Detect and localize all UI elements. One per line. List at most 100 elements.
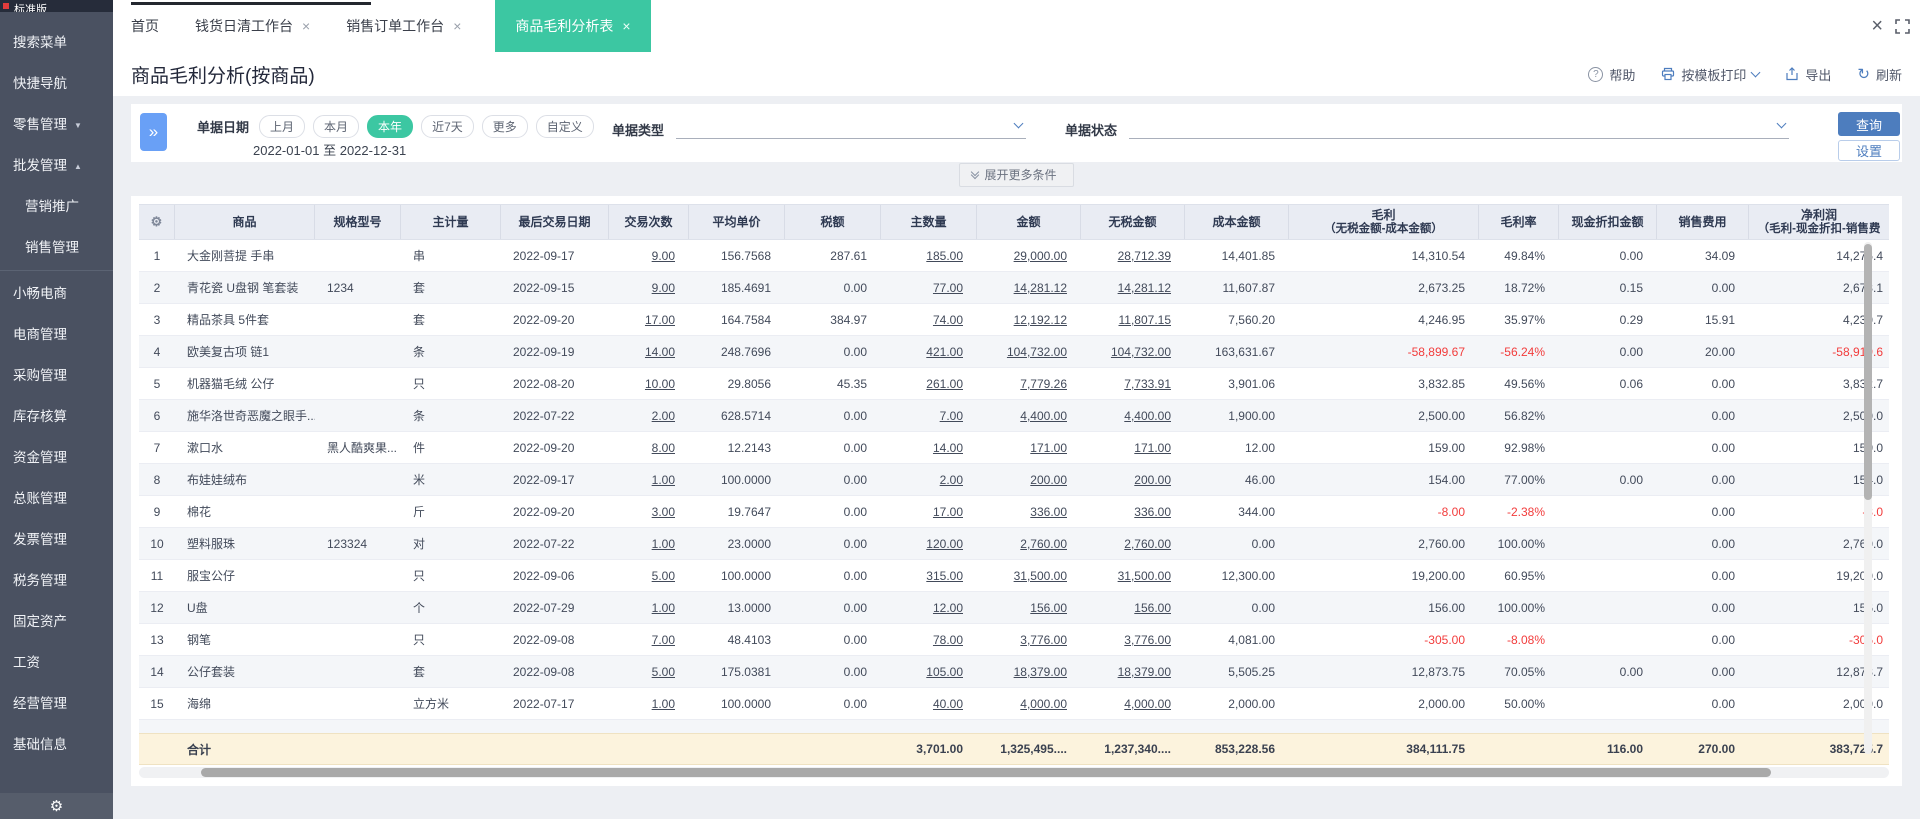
cell-link[interactable]: 421.00 <box>926 344 963 359</box>
cell-link[interactable]: 200.00 <box>1030 472 1067 487</box>
table-row[interactable]: 8 布娃娃绒布 米 2022-09-17 1.00 100.0000 0.00 2.00 200… <box>139 464 1889 496</box>
cell-link[interactable]: 4,400.00 <box>1020 408 1067 423</box>
sidebar-item[interactable]: 电商管理 <box>0 314 113 355</box>
cell-link[interactable]: 5.00 <box>651 664 675 679</box>
cell-link[interactable]: 315.00 <box>926 568 963 583</box>
cell-link[interactable]: 3,776.00 <box>1020 632 1067 647</box>
column-header[interactable]: 最后交易日期 <box>501 205 609 239</box>
sidebar-item[interactable]: 批发管理 ▲ <box>0 145 113 186</box>
cell-link[interactable]: 171.00 <box>1134 440 1171 455</box>
table-row[interactable]: 4 欧美复古项 链1 条 2022-09-19 14.00 248.7696 0.00 421… <box>139 336 1889 368</box>
cell-link[interactable]: 17.00 <box>644 312 675 327</box>
cell-link[interactable]: 12,192.12 <box>1013 312 1067 327</box>
column-header[interactable]: 主数量 <box>881 205 977 239</box>
cell-link[interactable]: 10.00 <box>644 376 675 391</box>
table-row[interactable]: 14 公仔套装 套 2022-09-08 5.00 175.0381 0.00 105.00 1… <box>139 656 1889 688</box>
doc-status-select[interactable] <box>1129 117 1790 139</box>
cell[interactable]: 1,325,495.... <box>1000 742 1067 756</box>
column-header[interactable]: 规格型号 <box>315 205 401 239</box>
cell-link[interactable]: 1.00 <box>651 600 675 615</box>
table-row[interactable]: 2 青花瓷 U盘钢 笔套装 1234 套 2022-09-15 9.00 185.4691 0… <box>139 272 1889 304</box>
cell-link[interactable]: 185.00 <box>926 248 963 263</box>
close-icon[interactable]: × <box>1871 15 1883 37</box>
column-header[interactable]: 无税金额 <box>1081 205 1185 239</box>
cell-link[interactable]: 12.00 <box>932 600 963 615</box>
date-preset-chip[interactable]: 本月 <box>313 115 360 138</box>
table-row[interactable]: 5 机器猫毛绒 公仔 只 2022-08-20 10.00 29.8056 45.35 261… <box>139 368 1889 400</box>
table-row[interactable]: 15 海绵 立方米 2022-07-17 1.00 100.0000 0.00 40.00 4,… <box>139 688 1889 720</box>
cell-link[interactable]: 4,000.00 <box>1124 696 1171 711</box>
tab[interactable]: 商品毛利分析表 × <box>495 0 651 52</box>
date-preset-chip[interactable]: 本年 <box>367 115 414 138</box>
sidebar-item[interactable]: 经营管理 <box>0 683 113 724</box>
cell-link[interactable]: 28,712.39 <box>1117 248 1171 263</box>
cell-link[interactable]: 3,776.00 <box>1124 632 1171 647</box>
fullscreen-icon[interactable] <box>1895 18 1910 34</box>
cell-link[interactable]: 7.00 <box>651 632 675 647</box>
cell-link[interactable]: 29,000.00 <box>1013 248 1067 263</box>
sidebar-item[interactable]: 发票管理 <box>0 519 113 560</box>
collapse-filter-button[interactable]: » <box>140 113 167 151</box>
cell-link[interactable]: 336.00 <box>1134 504 1171 519</box>
cell-link[interactable]: 14,281.12 <box>1117 280 1171 295</box>
sidebar-item[interactable]: 总账管理 <box>0 478 113 519</box>
cell-link[interactable]: 104,732.00 <box>1006 344 1067 359</box>
cell-link[interactable]: 3.00 <box>651 504 675 519</box>
date-preset-chip[interactable]: 近7天 <box>421 115 474 138</box>
cell-link[interactable]: 1.00 <box>651 536 675 551</box>
cell-link[interactable]: 74.00 <box>932 312 963 327</box>
cell-link[interactable]: 336.00 <box>1030 504 1067 519</box>
vertical-scrollbar-thumb[interactable] <box>1864 244 1872 500</box>
query-button[interactable]: 查询 <box>1838 112 1900 136</box>
cell-link[interactable]: 171.00 <box>1030 440 1067 455</box>
cell-link[interactable]: 7.00 <box>939 408 963 423</box>
sidebar-item[interactable]: 税务管理 <box>0 560 113 601</box>
cell-link[interactable]: 31,500.00 <box>1013 568 1067 583</box>
cell-link[interactable]: 8.00 <box>651 440 675 455</box>
cell-link[interactable]: 40.00 <box>932 696 963 711</box>
cell-link[interactable]: 4,000.00 <box>1020 696 1067 711</box>
cell-link[interactable]: 156.00 <box>1030 600 1067 615</box>
sidebar-item[interactable]: 采购管理 <box>0 355 113 396</box>
cell[interactable]: 3,701.00 <box>916 742 963 756</box>
cell-link[interactable]: 200.00 <box>1134 472 1171 487</box>
cell-link[interactable]: 120.00 <box>926 536 963 551</box>
sidebar-item[interactable]: 小畅电商 <box>0 273 113 314</box>
column-header[interactable]: 毛利 （无税金额-成本金额） <box>1289 205 1479 239</box>
column-settings-icon[interactable]: ⚙ <box>150 214 163 229</box>
sidebar-item[interactable]: 固定资产 <box>0 601 113 642</box>
tab[interactable]: 钱货日清工作台 × <box>195 0 310 52</box>
sidebar-item[interactable]: 基础信息 <box>0 724 113 765</box>
cell-link[interactable]: 14.00 <box>932 440 963 455</box>
cell-link[interactable]: 4,400.00 <box>1124 408 1171 423</box>
export-button[interactable]: 导出 <box>1785 65 1831 84</box>
column-header[interactable]: 税额 <box>785 205 881 239</box>
column-header[interactable]: 金额 <box>977 205 1081 239</box>
cell-link[interactable]: 261.00 <box>926 376 963 391</box>
cell-link[interactable]: 18,379.00 <box>1117 664 1171 679</box>
column-header[interactable]: 平均单价 <box>689 205 785 239</box>
date-preset-chip[interactable]: 自定义 <box>535 115 594 138</box>
horizontal-scrollbar-thumb[interactable] <box>201 768 1771 777</box>
cell-link[interactable]: 5.00 <box>651 568 675 583</box>
tab[interactable]: 首页 <box>131 0 159 52</box>
date-preset-chip[interactable]: 更多 <box>481 115 528 138</box>
tab[interactable]: 销售订单工作台 × <box>346 0 461 52</box>
table-row[interactable]: 13 钢笔 只 2022-09-08 7.00 48.4103 0.00 78.00 3,776… <box>139 624 1889 656</box>
cell-link[interactable]: 9.00 <box>651 248 675 263</box>
sidebar-item[interactable]: 快捷导航 <box>0 63 113 104</box>
column-header[interactable]: 交易次数 <box>609 205 689 239</box>
vertical-scrollbar[interactable] <box>1864 242 1872 754</box>
sidebar-item[interactable]: 营销推广 <box>0 186 113 227</box>
table-row[interactable]: 1 大金刚菩提 手串 串 2022-09-17 9.00 156.7568 287.61 18… <box>139 240 1889 272</box>
tab-close-icon[interactable]: × <box>622 18 631 34</box>
doc-type-select[interactable] <box>676 117 1027 139</box>
print-button[interactable]: 按模板打印 <box>1661 65 1761 84</box>
column-header[interactable]: 净利润 （毛利-现金折扣-销售费 <box>1749 205 1889 239</box>
cell-link[interactable]: 105.00 <box>926 664 963 679</box>
expand-more-button[interactable]: 展开更多条件 <box>959 163 1074 187</box>
cell-link[interactable]: 2.00 <box>939 472 963 487</box>
column-header[interactable]: 毛利率 <box>1479 205 1559 239</box>
table-row[interactable]: 10 塑料服珠 123324 对 2022-07-22 1.00 23.0000 0.00 12… <box>139 528 1889 560</box>
column-header[interactable]: 商品 <box>175 205 315 239</box>
